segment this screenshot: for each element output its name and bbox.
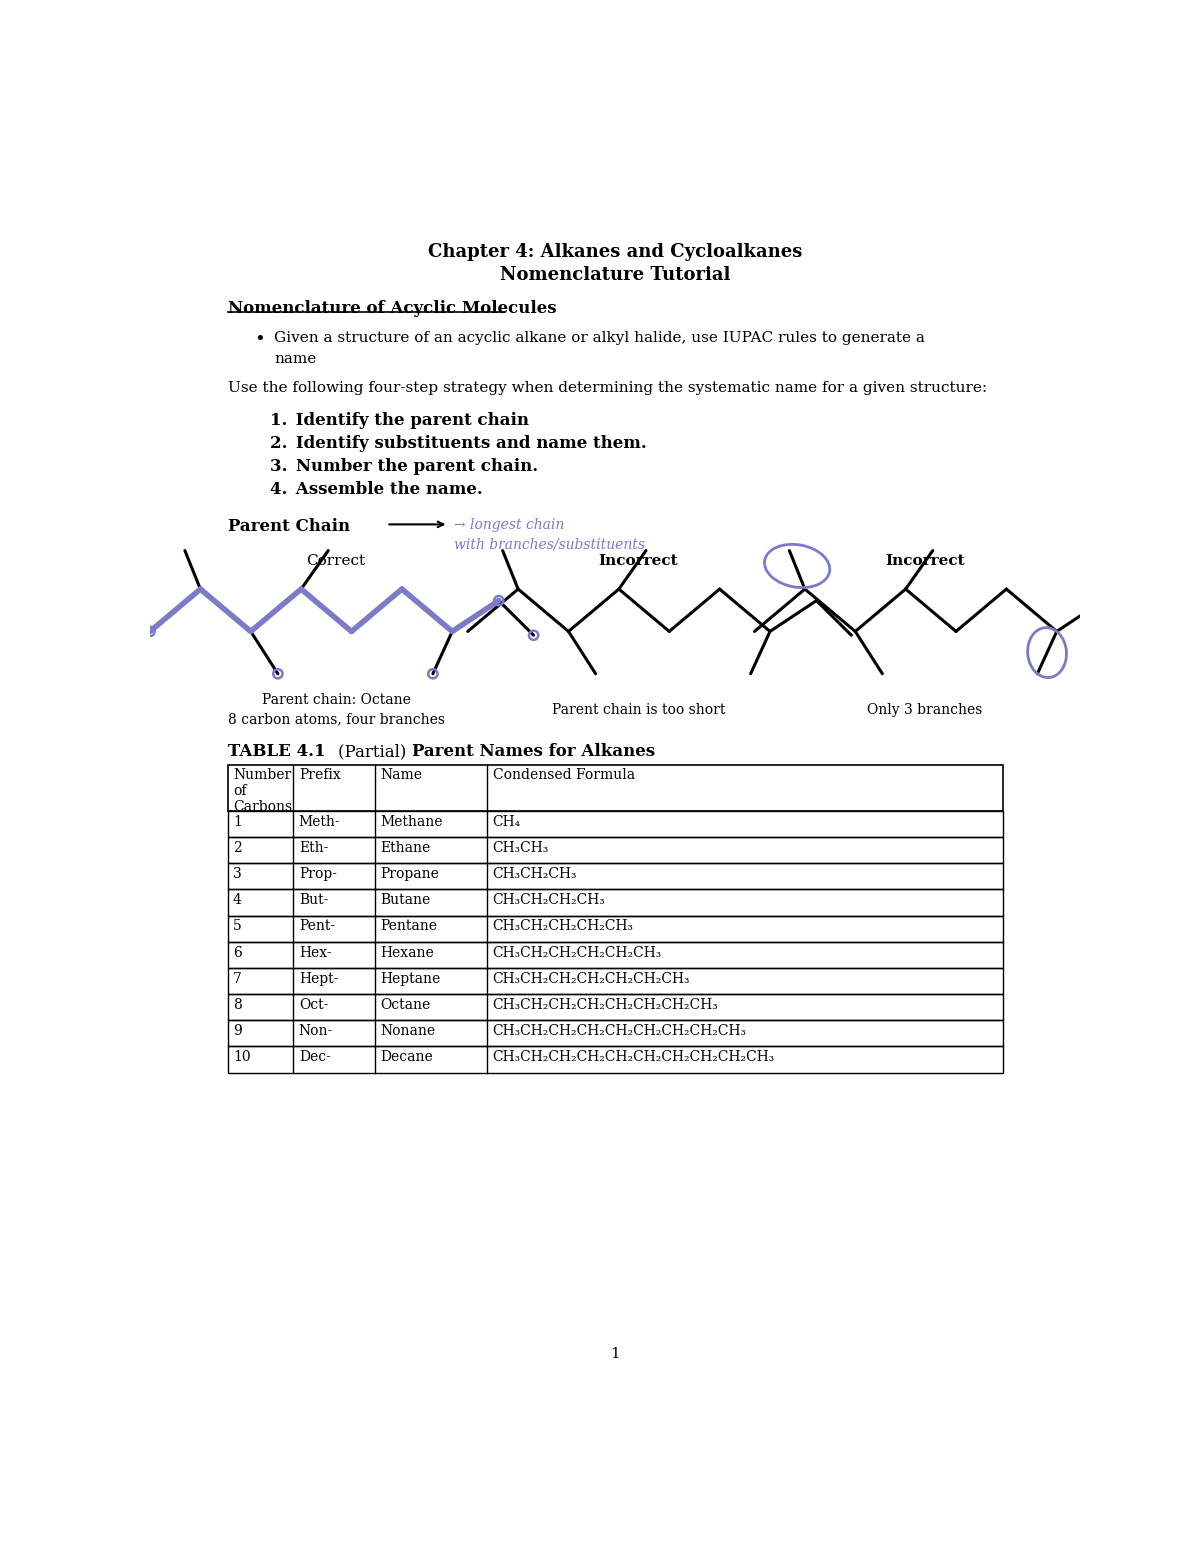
Text: (Partial): (Partial) (337, 742, 412, 759)
Text: Only 3 branches: Only 3 branches (868, 704, 983, 717)
Text: Number
of
Carbons: Number of Carbons (233, 767, 292, 814)
Text: Parent Names for Alkanes: Parent Names for Alkanes (412, 742, 655, 759)
Text: TABLE 4.1: TABLE 4.1 (228, 742, 331, 759)
Text: → longest chain: → longest chain (454, 519, 564, 533)
Bar (228, 811, 1002, 837)
Text: Use the following four-step strategy when determining the systematic name for a : Use the following four-step strategy whe… (228, 380, 986, 394)
Text: Incorrect: Incorrect (599, 554, 678, 568)
Text: Correct: Correct (306, 554, 366, 568)
Text: Hept-: Hept- (299, 972, 338, 986)
Text: 3: 3 (233, 867, 241, 881)
Text: 10: 10 (233, 1050, 251, 1064)
Text: Incorrect: Incorrect (886, 554, 965, 568)
Text: Heptane: Heptane (380, 972, 440, 986)
Bar (228, 916, 1002, 941)
Text: CH₃CH₂CH₂CH₂CH₂CH₂CH₃: CH₃CH₂CH₂CH₂CH₂CH₂CH₃ (492, 972, 690, 986)
Text: 3. Number the parent chain.: 3. Number the parent chain. (270, 458, 539, 475)
Text: Nonane: Nonane (380, 1023, 436, 1037)
Text: 6: 6 (233, 946, 241, 960)
Text: name: name (274, 353, 317, 367)
Text: Name: Name (380, 767, 422, 781)
Text: Octane: Octane (380, 999, 431, 1013)
Text: Given a structure of an acyclic alkane or alkyl halide, use IUPAC rules to gener: Given a structure of an acyclic alkane o… (274, 331, 925, 345)
Bar (228, 941, 1002, 968)
Text: 1. Identify the parent chain: 1. Identify the parent chain (270, 412, 529, 429)
Text: 9: 9 (233, 1023, 241, 1037)
Text: Parent chain is too short: Parent chain is too short (552, 704, 725, 717)
Bar (228, 764, 1002, 811)
Text: Butane: Butane (380, 893, 431, 907)
Text: Parent Chain: Parent Chain (228, 519, 349, 536)
Text: Methane: Methane (380, 815, 443, 829)
Text: Pentane: Pentane (380, 919, 437, 933)
Text: Prop-: Prop- (299, 867, 337, 881)
Text: Ethane: Ethane (380, 840, 431, 854)
Text: Dec-: Dec- (299, 1050, 331, 1064)
Text: CH₃CH₂CH₃: CH₃CH₂CH₃ (492, 867, 577, 881)
Bar (228, 994, 1002, 1020)
Text: Parent chain: Octane: Parent chain: Octane (262, 693, 410, 707)
Text: CH₃CH₂CH₂CH₂CH₃: CH₃CH₂CH₂CH₂CH₃ (492, 919, 634, 933)
Text: Condensed Formula: Condensed Formula (492, 767, 635, 781)
Text: Pent-: Pent- (299, 919, 335, 933)
Text: CH₃CH₃: CH₃CH₃ (492, 840, 548, 854)
Text: CH₃CH₂CH₂CH₃: CH₃CH₂CH₂CH₃ (492, 893, 605, 907)
Bar (228, 863, 1002, 890)
Text: CH₃CH₂CH₂CH₂CH₂CH₃: CH₃CH₂CH₂CH₂CH₂CH₃ (492, 946, 662, 960)
Text: Propane: Propane (380, 867, 439, 881)
Text: Decane: Decane (380, 1050, 433, 1064)
Text: CH₃CH₂CH₂CH₂CH₂CH₂CH₂CH₂CH₃: CH₃CH₂CH₂CH₂CH₂CH₂CH₂CH₂CH₃ (492, 1023, 746, 1037)
Text: 5: 5 (233, 919, 241, 933)
Text: Hexane: Hexane (380, 946, 434, 960)
Text: 1: 1 (233, 815, 242, 829)
Text: CH₄: CH₄ (492, 815, 521, 829)
Text: with branches/substituents: with branches/substituents (454, 537, 644, 551)
Text: Non-: Non- (299, 1023, 334, 1037)
Text: CH₃CH₂CH₂CH₂CH₂CH₂CH₂CH₂CH₂CH₃: CH₃CH₂CH₂CH₂CH₂CH₂CH₂CH₂CH₂CH₃ (492, 1050, 775, 1064)
Bar (228, 890, 1002, 916)
Text: Nomenclature of Acyclic Molecules: Nomenclature of Acyclic Molecules (228, 300, 556, 317)
Text: Oct-: Oct- (299, 999, 328, 1013)
Text: 4. Assemble the name.: 4. Assemble the name. (270, 481, 482, 499)
Text: But-: But- (299, 893, 328, 907)
Text: 8 carbon atoms, four branches: 8 carbon atoms, four branches (228, 713, 444, 727)
Text: 2: 2 (233, 840, 241, 854)
Text: CH₃CH₂CH₂CH₂CH₂CH₂CH₂CH₃: CH₃CH₂CH₂CH₂CH₂CH₂CH₂CH₃ (492, 999, 719, 1013)
Text: 2. Identify substituents and name them.: 2. Identify substituents and name them. (270, 435, 647, 452)
Text: Nomenclature Tutorial: Nomenclature Tutorial (500, 266, 730, 284)
Text: 1: 1 (610, 1346, 620, 1360)
Text: Eth-: Eth- (299, 840, 328, 854)
Text: •: • (254, 331, 265, 349)
Text: Meth-: Meth- (299, 815, 341, 829)
Bar (228, 968, 1002, 994)
Text: Prefix: Prefix (299, 767, 341, 781)
Text: 7: 7 (233, 972, 242, 986)
Bar (228, 1047, 1002, 1073)
Text: Hex-: Hex- (299, 946, 331, 960)
Text: 8: 8 (233, 999, 241, 1013)
Bar (228, 1020, 1002, 1047)
Text: Chapter 4: Alkanes and Cycloalkanes: Chapter 4: Alkanes and Cycloalkanes (428, 242, 802, 261)
Bar (228, 837, 1002, 863)
Text: 4: 4 (233, 893, 242, 907)
